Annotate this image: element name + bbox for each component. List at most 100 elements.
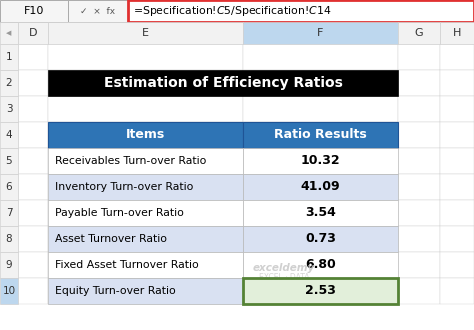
Bar (243, 22, 398, 44)
Bar (0, 174, 18, 200)
Bar (440, 70, 474, 96)
Bar (18, 148, 48, 174)
Bar (0, 200, 18, 226)
Bar (0, 44, 18, 70)
Bar (48, 148, 243, 174)
Text: Items: Items (126, 128, 165, 142)
Bar (440, 122, 474, 148)
Text: G: G (415, 28, 423, 38)
Bar (18, 22, 48, 44)
Bar (243, 70, 398, 96)
Text: 6.80: 6.80 (305, 258, 336, 272)
Bar (243, 252, 398, 278)
Text: =Specification!$C$5/Specification!$C$14: =Specification!$C$5/Specification!$C$14 (133, 4, 331, 18)
Text: 8: 8 (6, 234, 12, 244)
Bar (18, 252, 48, 278)
Bar (128, 0, 474, 22)
Text: F: F (317, 28, 324, 38)
Bar (48, 278, 243, 304)
Text: Estimation of Efficiency Ratios: Estimation of Efficiency Ratios (103, 76, 342, 90)
Bar (398, 122, 440, 148)
Bar (18, 200, 48, 226)
Text: exceldemy: exceldemy (253, 263, 315, 273)
Bar (48, 22, 243, 44)
Bar (48, 278, 243, 304)
Bar (243, 200, 398, 226)
Bar (243, 278, 398, 304)
Text: Fixed Asset Turnover Ratio: Fixed Asset Turnover Ratio (55, 260, 199, 270)
Text: ◀: ◀ (6, 30, 12, 36)
Bar (440, 226, 474, 252)
Text: D: D (29, 28, 37, 38)
Bar (398, 252, 440, 278)
Bar (398, 148, 440, 174)
Bar (18, 96, 48, 122)
Bar (440, 148, 474, 174)
Text: Payable Turn-over Ratio: Payable Turn-over Ratio (55, 208, 184, 218)
Bar (398, 70, 440, 96)
Bar (48, 70, 243, 96)
Bar (440, 252, 474, 278)
Bar (0, 0, 68, 22)
Bar (48, 226, 243, 252)
Bar (48, 70, 398, 96)
Bar (398, 22, 440, 44)
Bar (243, 122, 398, 148)
Text: 3.54: 3.54 (305, 207, 336, 219)
Bar (48, 200, 243, 226)
Bar (48, 148, 243, 174)
Bar (48, 96, 243, 122)
Bar (18, 122, 48, 148)
Text: Ratio Results: Ratio Results (274, 128, 367, 142)
Bar (440, 278, 474, 304)
Bar (243, 122, 398, 148)
Bar (48, 122, 243, 148)
Bar (243, 226, 398, 252)
Bar (48, 200, 243, 226)
Bar (243, 278, 398, 304)
Bar (48, 174, 243, 200)
Bar (243, 252, 398, 278)
Text: 3: 3 (6, 104, 12, 114)
Bar (18, 44, 48, 70)
Bar (48, 252, 243, 278)
Bar (68, 0, 128, 22)
Bar (0, 96, 18, 122)
Bar (398, 96, 440, 122)
Bar (243, 226, 398, 252)
Bar (0, 252, 18, 278)
Bar (0, 148, 18, 174)
Bar (243, 148, 398, 174)
Bar (440, 200, 474, 226)
Bar (440, 22, 474, 44)
Bar (398, 278, 440, 304)
Text: 10.32: 10.32 (301, 154, 340, 168)
Text: H: H (453, 28, 461, 38)
Bar (398, 44, 440, 70)
Bar (398, 174, 440, 200)
Text: Asset Turnover Ratio: Asset Turnover Ratio (55, 234, 167, 244)
Text: E: E (142, 28, 149, 38)
Text: Inventory Turn-over Ratio: Inventory Turn-over Ratio (55, 182, 193, 192)
Bar (243, 44, 398, 70)
Bar (398, 226, 440, 252)
Bar (18, 174, 48, 200)
Bar (440, 44, 474, 70)
Text: 10: 10 (2, 286, 16, 296)
Bar (48, 174, 243, 200)
Text: ✓  ×  fx: ✓ × fx (81, 7, 116, 16)
Bar (0, 70, 18, 96)
Text: Receivables Turn-over Ratio: Receivables Turn-over Ratio (55, 156, 206, 166)
Text: 5: 5 (6, 156, 12, 166)
Bar (18, 278, 48, 304)
Text: 2: 2 (6, 78, 12, 88)
Bar (243, 278, 398, 304)
Bar (48, 122, 243, 148)
Text: F10: F10 (24, 6, 44, 16)
Text: 1: 1 (6, 52, 12, 62)
Bar (48, 252, 243, 278)
Bar (440, 96, 474, 122)
Text: 7: 7 (6, 208, 12, 218)
Text: Equity Turn-over Ratio: Equity Turn-over Ratio (55, 286, 176, 296)
Bar (18, 226, 48, 252)
